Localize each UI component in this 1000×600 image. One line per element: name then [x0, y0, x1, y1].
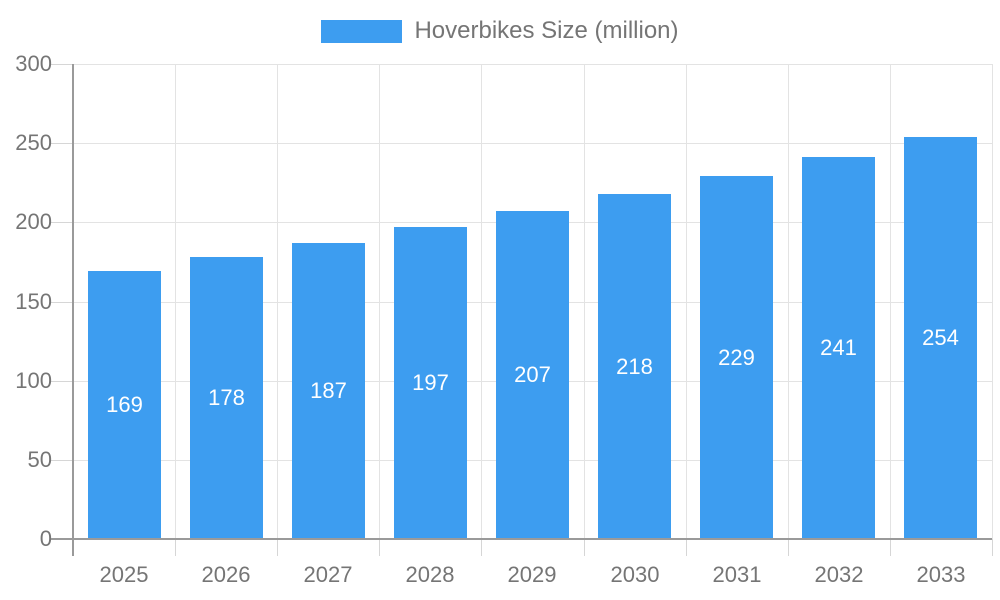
y-tick — [51, 222, 73, 223]
x-tick — [481, 539, 482, 556]
y-axis-line — [72, 64, 74, 556]
x-gridline — [584, 64, 585, 539]
x-gridline — [277, 64, 278, 539]
x-axis-line — [51, 538, 992, 540]
bar[interactable]: 197 — [394, 227, 467, 539]
x-axis-label: 2032 — [814, 562, 864, 587]
bar[interactable]: 187 — [292, 243, 365, 539]
x-tick — [584, 539, 585, 556]
bar-value-label: 178 — [208, 385, 245, 410]
legend-swatch — [321, 19, 403, 43]
bar[interactable]: 178 — [190, 257, 263, 539]
x-gridline — [992, 64, 993, 539]
x-gridline — [175, 64, 176, 539]
x-axis-label: 2029 — [507, 562, 557, 587]
bar-value-label: 187 — [310, 378, 347, 403]
x-tick — [992, 539, 993, 556]
x-axis-label: 2026 — [201, 562, 251, 587]
bar-value-label: 169 — [106, 392, 143, 417]
x-gridline — [788, 64, 789, 539]
y-axis-label: 50 — [27, 447, 52, 472]
y-axis-label: 300 — [15, 51, 52, 76]
bar[interactable]: 218 — [598, 194, 671, 539]
x-axis-label: 2027 — [303, 562, 353, 587]
x-tick — [890, 539, 891, 556]
plot-area: 169 178 187 197 207 218 229 241 254 — [73, 64, 993, 539]
bar-value-label: 207 — [514, 362, 551, 387]
x-tick — [175, 539, 176, 556]
x-axis-label: 2025 — [99, 562, 149, 587]
legend-label: Hoverbikes Size (million) — [414, 17, 679, 44]
y-axis-label: 0 — [39, 526, 52, 551]
legend-item[interactable]: Hoverbikes Size (million) — [0, 17, 1000, 45]
y-tick — [51, 460, 73, 461]
bar-value-label: 218 — [616, 353, 653, 379]
y-tick — [51, 381, 73, 382]
x-tick — [379, 539, 380, 556]
x-axis-label: 2031 — [712, 562, 762, 587]
bar-value-label: 241 — [820, 335, 857, 360]
x-gridline — [686, 64, 687, 539]
y-tick — [51, 64, 73, 65]
bar[interactable]: 207 — [496, 211, 569, 539]
x-gridline — [481, 64, 482, 539]
bar[interactable]: 169 — [88, 271, 161, 539]
x-tick — [788, 539, 789, 556]
x-tick — [686, 539, 687, 556]
x-axis-label: 2028 — [405, 562, 455, 587]
x-axis-label: 2030 — [610, 562, 660, 587]
y-axis-label: 100 — [15, 368, 52, 393]
y-axis-label: 200 — [15, 209, 52, 234]
x-gridline — [379, 64, 380, 539]
x-axis-label: 2033 — [916, 562, 966, 587]
y-tick — [51, 302, 73, 303]
bar[interactable]: 241 — [802, 157, 875, 539]
bar-value-label: 254 — [922, 325, 959, 350]
x-tick — [277, 539, 278, 556]
y-gridline — [73, 143, 992, 144]
bar-value-label: 229 — [718, 344, 755, 370]
bar[interactable]: 229 — [700, 176, 773, 539]
bar[interactable]: 254 — [904, 137, 977, 539]
x-gridline — [890, 64, 891, 539]
y-axis-label: 250 — [15, 130, 52, 155]
bar-value-label: 197 — [412, 370, 449, 395]
y-gridline — [73, 64, 992, 65]
y-axis-label: 150 — [15, 289, 52, 314]
y-tick — [51, 143, 73, 144]
